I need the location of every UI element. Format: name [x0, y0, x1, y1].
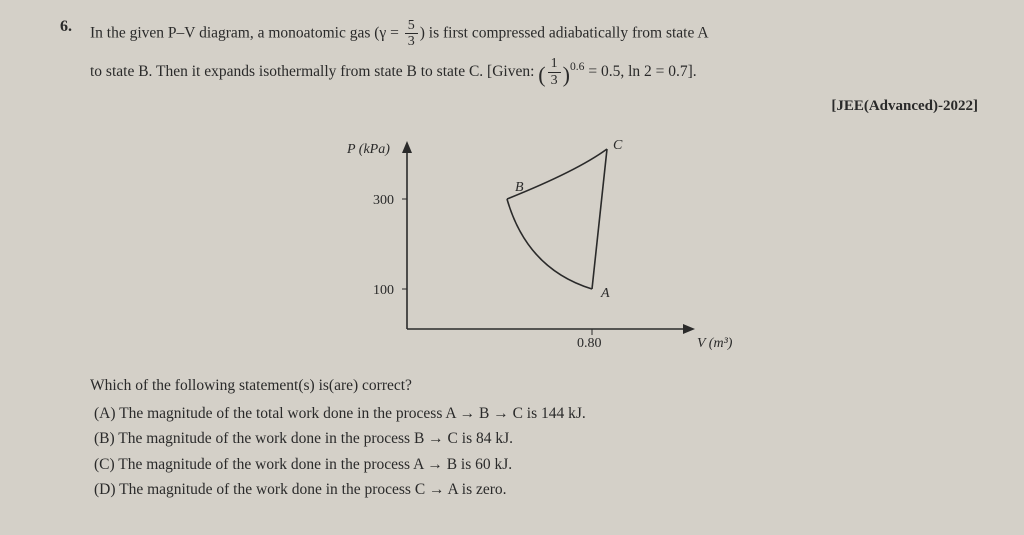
point-b-label: B	[515, 180, 524, 195]
question-number: 6.	[60, 18, 72, 36]
gamma-fraction: 53	[405, 18, 418, 50]
option-a: (A) The magnitude of the total work done…	[94, 401, 984, 427]
curve-a-to-b	[507, 199, 592, 289]
exam-tag: [JEE(Advanced)-2022]	[90, 98, 984, 115]
q-line1-b: ) is first compressed adiabatically from…	[420, 24, 709, 41]
frac-den: 3	[405, 34, 418, 49]
q-line2-b: = 0.5, ln 2 = 0.7].	[584, 63, 696, 80]
q-line1-a: In the given P–V diagram, a monoatomic g…	[90, 24, 403, 41]
y-axis-arrow-icon	[402, 141, 412, 153]
line-c-to-a	[592, 149, 607, 289]
xtick-080-label: 0.80	[577, 336, 602, 351]
frac2-num: 1	[548, 56, 561, 72]
option-c: (C) The magnitude of the work done in th…	[94, 452, 984, 478]
point-c-label: C	[613, 138, 623, 153]
question-line-1: In the given P–V diagram, a monoatomic g…	[90, 18, 984, 50]
pv-diagram: P (kPa) V (m³) 300 100 0.80 A B C	[277, 119, 797, 369]
q-line2-a: to state B. Then it expands isothermally…	[90, 63, 538, 80]
frac2-den: 3	[548, 73, 561, 88]
x-axis-label: V (m³)	[697, 336, 733, 351]
given-fraction: 13	[548, 56, 561, 88]
ytick-300-label: 300	[373, 193, 394, 208]
pv-diagram-svg: P (kPa) V (m³) 300 100 0.80 A B C	[277, 119, 797, 369]
y-axis-label: P (kPa)	[346, 142, 390, 157]
point-a-label: A	[600, 286, 610, 301]
option-d: (D) The magnitude of the work done in th…	[94, 477, 984, 503]
question-line-2: to state B. Then it expands isothermally…	[90, 54, 984, 96]
question-prompt: Which of the following statement(s) is(a…	[90, 377, 984, 395]
frac-num: 5	[405, 18, 418, 34]
exponent: 0.6	[570, 60, 585, 73]
x-axis-arrow-icon	[683, 324, 695, 334]
option-b: (B) The magnitude of the work done in th…	[94, 426, 984, 452]
ytick-100-label: 100	[373, 283, 394, 298]
options-list: (A) The magnitude of the total work done…	[90, 401, 984, 503]
